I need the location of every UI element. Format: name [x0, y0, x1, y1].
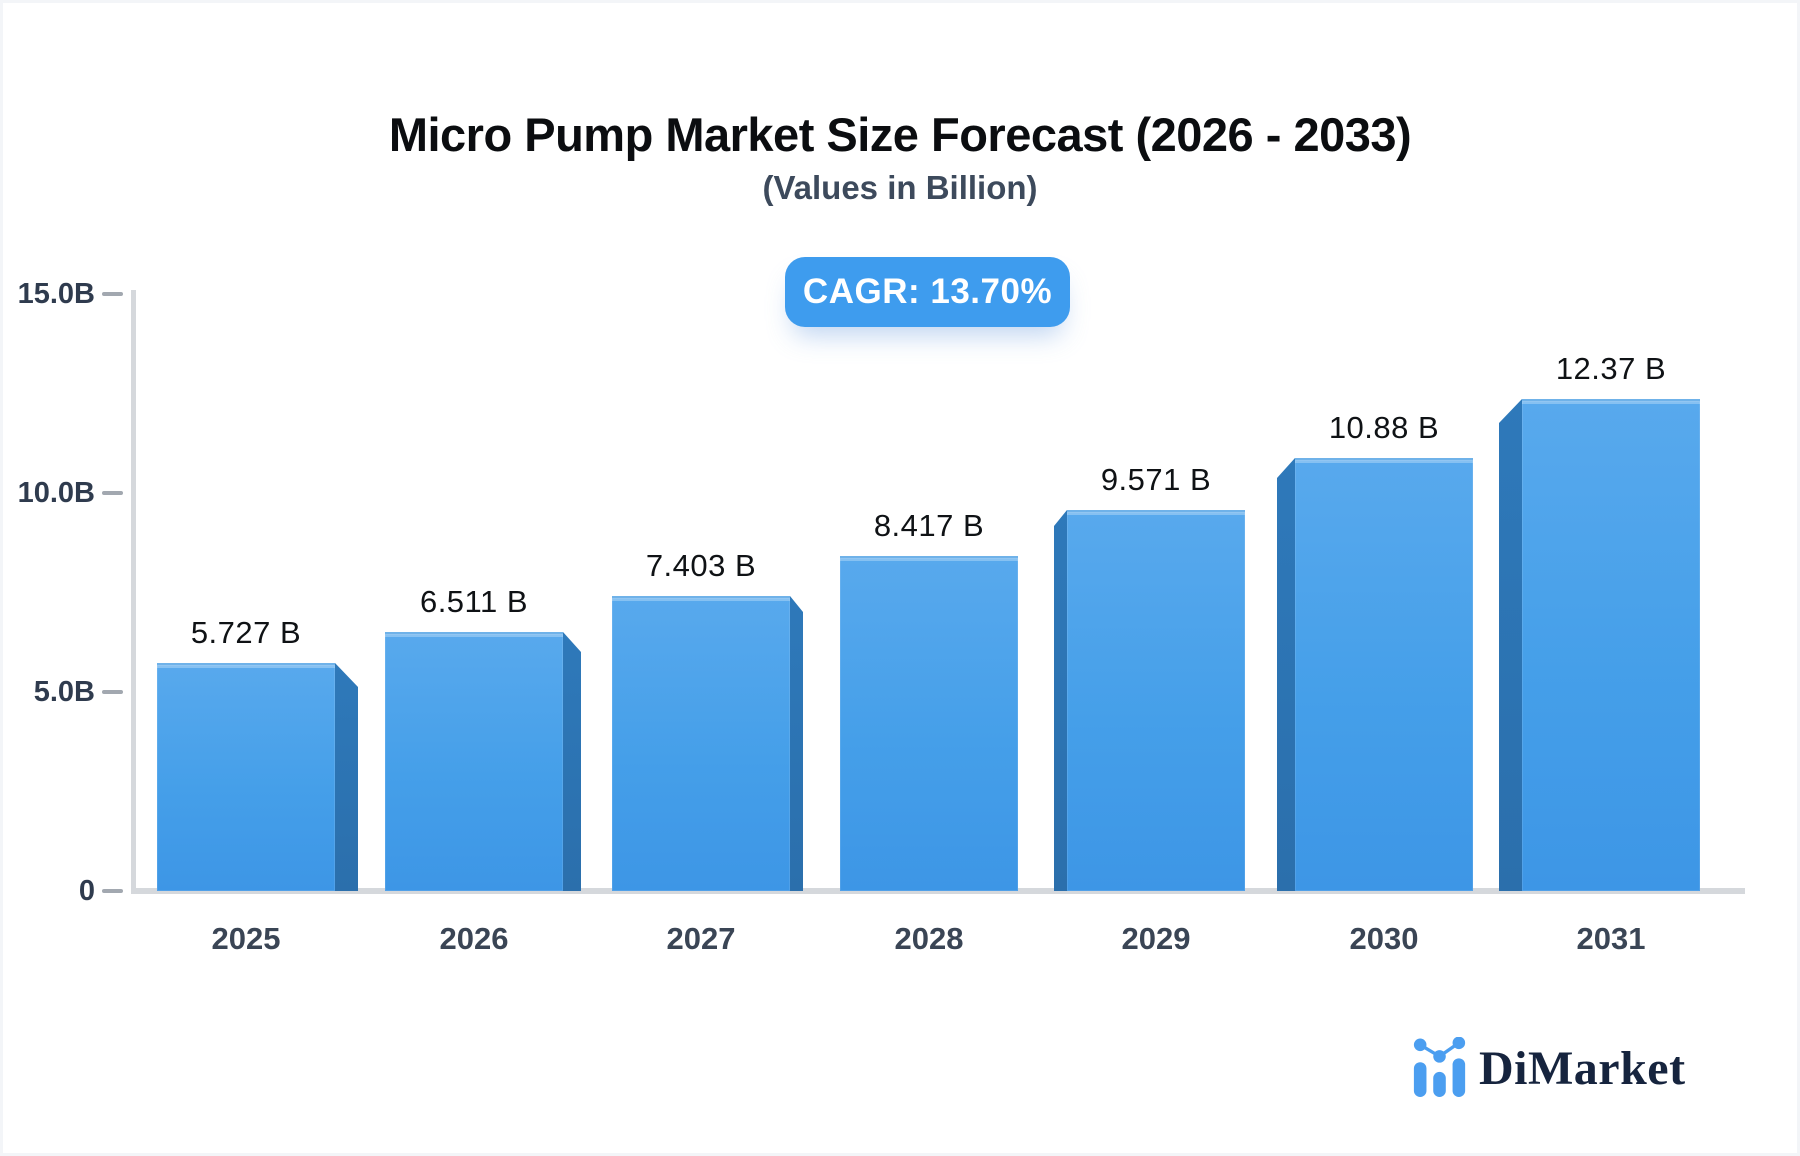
bar-value-label: 12.37 B — [1555, 351, 1667, 386]
x-axis-label: 2030 — [1349, 921, 1419, 956]
bar-2031 — [1522, 399, 1700, 891]
bar-2030 — [1295, 458, 1473, 891]
bar-3d-side — [790, 596, 803, 891]
y-axis-line — [131, 290, 136, 894]
bar-2029 — [1067, 510, 1245, 891]
bar-value-label: 9.571 B — [1100, 462, 1212, 497]
y-axis-tick-mark — [102, 292, 123, 296]
bar-value-label: 10.88 B — [1328, 410, 1440, 445]
page-subtitle: (Values in Billion) — [762, 169, 1038, 206]
x-axis-line — [131, 888, 1745, 894]
bar-value-label: 7.403 B — [645, 548, 757, 583]
x-axis-label: 2027 — [666, 921, 736, 956]
bar-3d-side — [563, 632, 581, 891]
y-axis-tick-label: 10.0B — [17, 477, 95, 509]
bar-2028 — [840, 556, 1018, 891]
y-axis-tick-mark — [102, 491, 123, 495]
bar-3d-side — [1054, 510, 1067, 891]
y-axis-tick-mark — [102, 889, 123, 893]
x-axis-label: 2026 — [439, 921, 509, 956]
y-axis-tick-label: 0 — [78, 875, 95, 907]
bar-2027 — [612, 596, 790, 891]
bar-value-label: 8.417 B — [873, 508, 985, 543]
brand-logo: DiMarket — [1411, 1033, 1686, 1103]
y-axis-tick-mark — [102, 690, 123, 694]
x-axis-label: 2029 — [1121, 921, 1191, 956]
bar-line-chart-icon — [1413, 1037, 1466, 1097]
bar-2026 — [385, 632, 563, 891]
brand-logo-text: DiMarket — [1479, 1041, 1686, 1095]
x-axis-label: 2025 — [211, 921, 281, 956]
bar-value-label: 6.511 B — [419, 584, 529, 619]
page-title: Micro Pump Market Size Forecast (2026 - … — [388, 108, 1412, 161]
x-axis-label: 2028 — [894, 921, 964, 956]
x-axis-label: 2031 — [1576, 921, 1646, 956]
bar-3d-side — [335, 663, 358, 891]
bar-2025 — [157, 663, 335, 891]
bar-3d-side — [1277, 458, 1295, 891]
y-axis-tick-label: 15.0B — [17, 278, 95, 310]
y-axis-tick-label: 5.0B — [33, 676, 95, 708]
cagr-badge: CAGR: 13.70% — [785, 257, 1070, 327]
bar-value-label: 5.727 B — [190, 615, 302, 650]
bar-3d-side — [1499, 399, 1522, 891]
